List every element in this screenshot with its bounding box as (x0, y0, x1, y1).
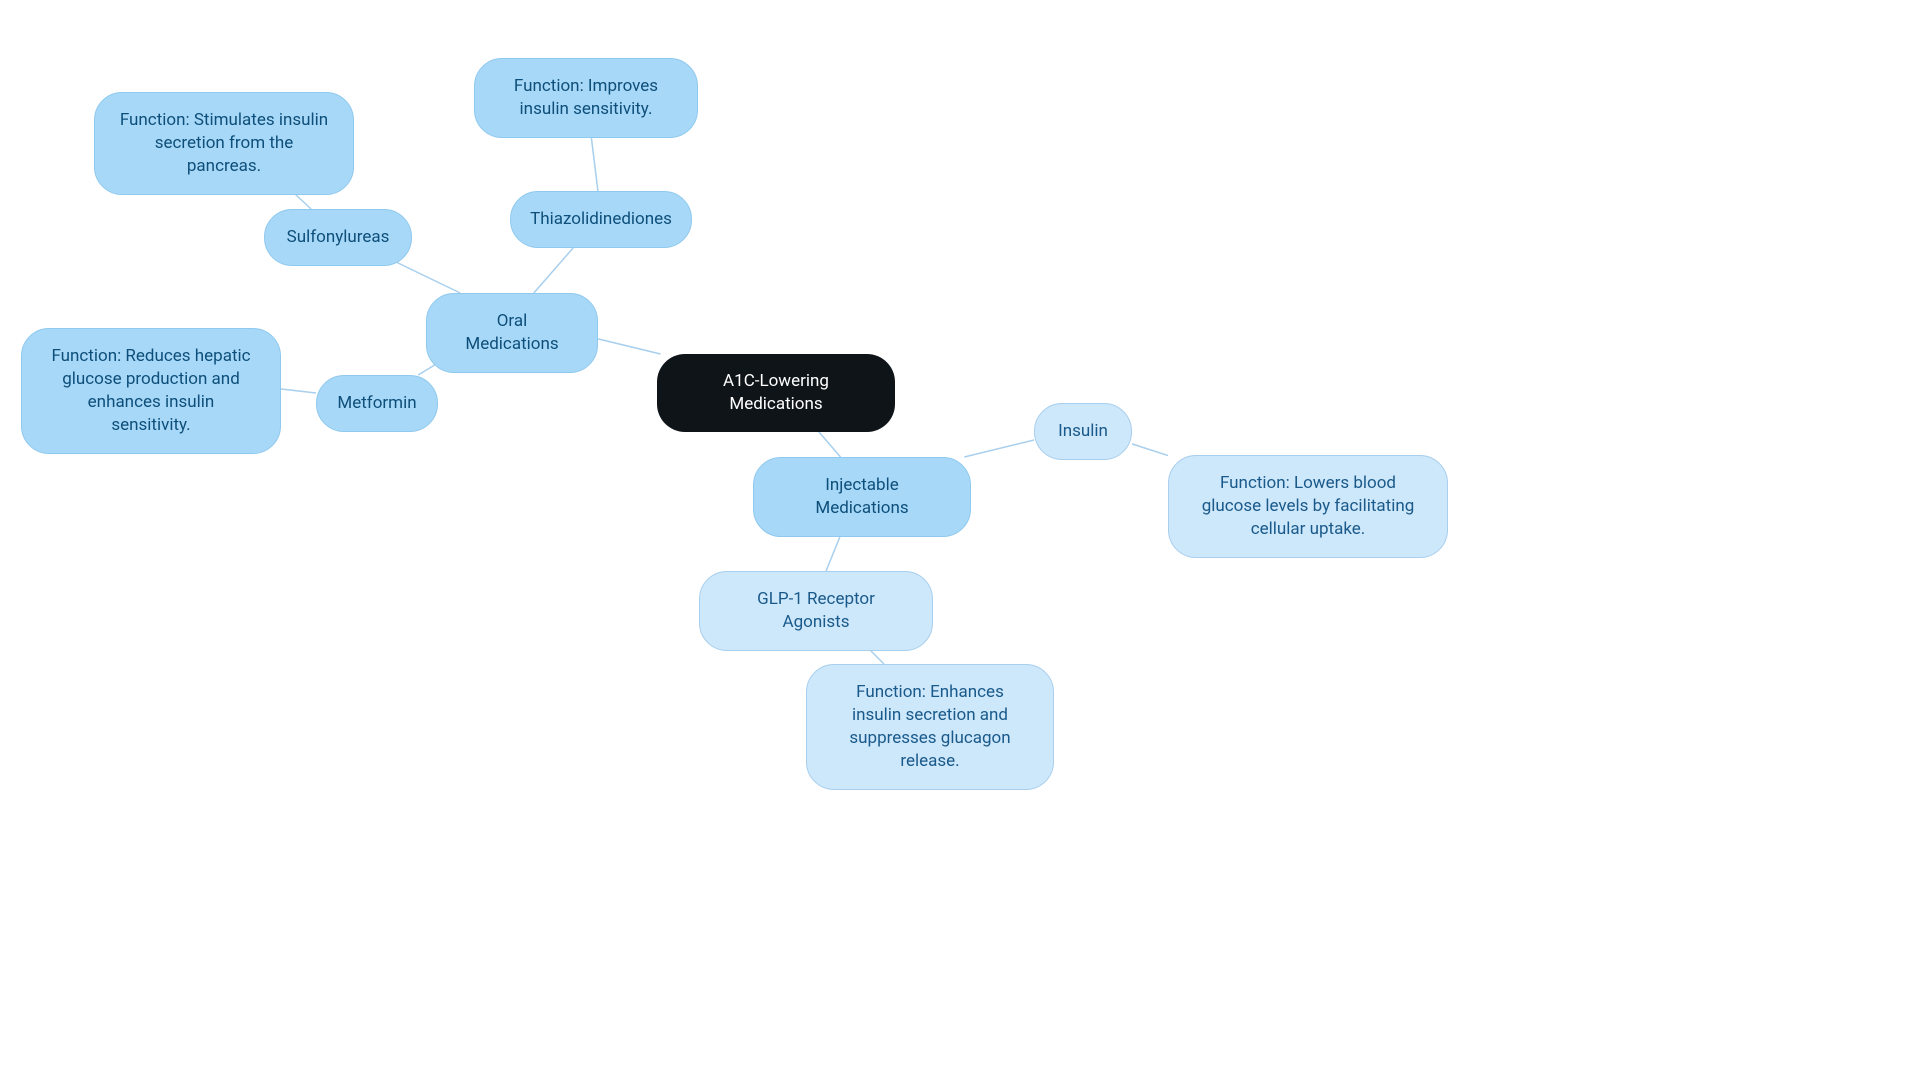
node-label: Insulin (1058, 420, 1108, 443)
node-thiazolidinediones: Thiazolidinediones (510, 191, 692, 248)
node-metformin: Metformin (316, 375, 438, 432)
node-label: Function: Stimulates insulin secretion f… (119, 109, 329, 178)
node-thia-func: Function: Improves insulin sensitivity. (474, 58, 698, 138)
node-met-func: Function: Reduces hepatic glucose produc… (21, 328, 281, 454)
node-label: Function: Lowers blood glucose levels by… (1193, 472, 1423, 541)
node-insulin: Insulin (1034, 403, 1132, 460)
node-label: Sulfonylureas (287, 226, 390, 249)
edge-injectable-insulin (964, 440, 1034, 457)
node-label: Function: Improves insulin sensitivity. (499, 75, 673, 121)
edge-thiazolidinediones-thia-func (590, 130, 598, 191)
node-root: A1C-Lowering Medications (657, 354, 895, 432)
edge-insulin-insulin-func (1132, 444, 1168, 456)
edge-root-oral (598, 339, 661, 354)
edge-oral-thiazolidinediones (534, 241, 579, 293)
node-insulin-func: Function: Lowers blood glucose levels by… (1168, 455, 1448, 558)
node-sulfonylureas: Sulfonylureas (264, 209, 412, 266)
node-label: Thiazolidinediones (530, 208, 672, 231)
node-glp1-func: Function: Enhances insulin secretion and… (806, 664, 1054, 790)
node-label: A1C-Lowering Medications (681, 370, 871, 416)
edge-oral-sulfonylureas (390, 259, 460, 293)
node-sulf-func: Function: Stimulates insulin secretion f… (94, 92, 354, 195)
node-label: Metformin (337, 392, 416, 415)
node-oral: Oral Medications (426, 293, 598, 373)
node-label: Oral Medications (451, 310, 573, 356)
node-label: GLP-1 Receptor Agonists (724, 588, 908, 634)
edge-metformin-met-func (281, 389, 316, 393)
node-injectable: Injectable Medications (753, 457, 971, 537)
node-label: Function: Enhances insulin secretion and… (831, 681, 1029, 773)
node-glp1: GLP-1 Receptor Agonists (699, 571, 933, 651)
node-label: Injectable Medications (778, 474, 946, 520)
node-label: Function: Reduces hepatic glucose produc… (46, 345, 256, 437)
